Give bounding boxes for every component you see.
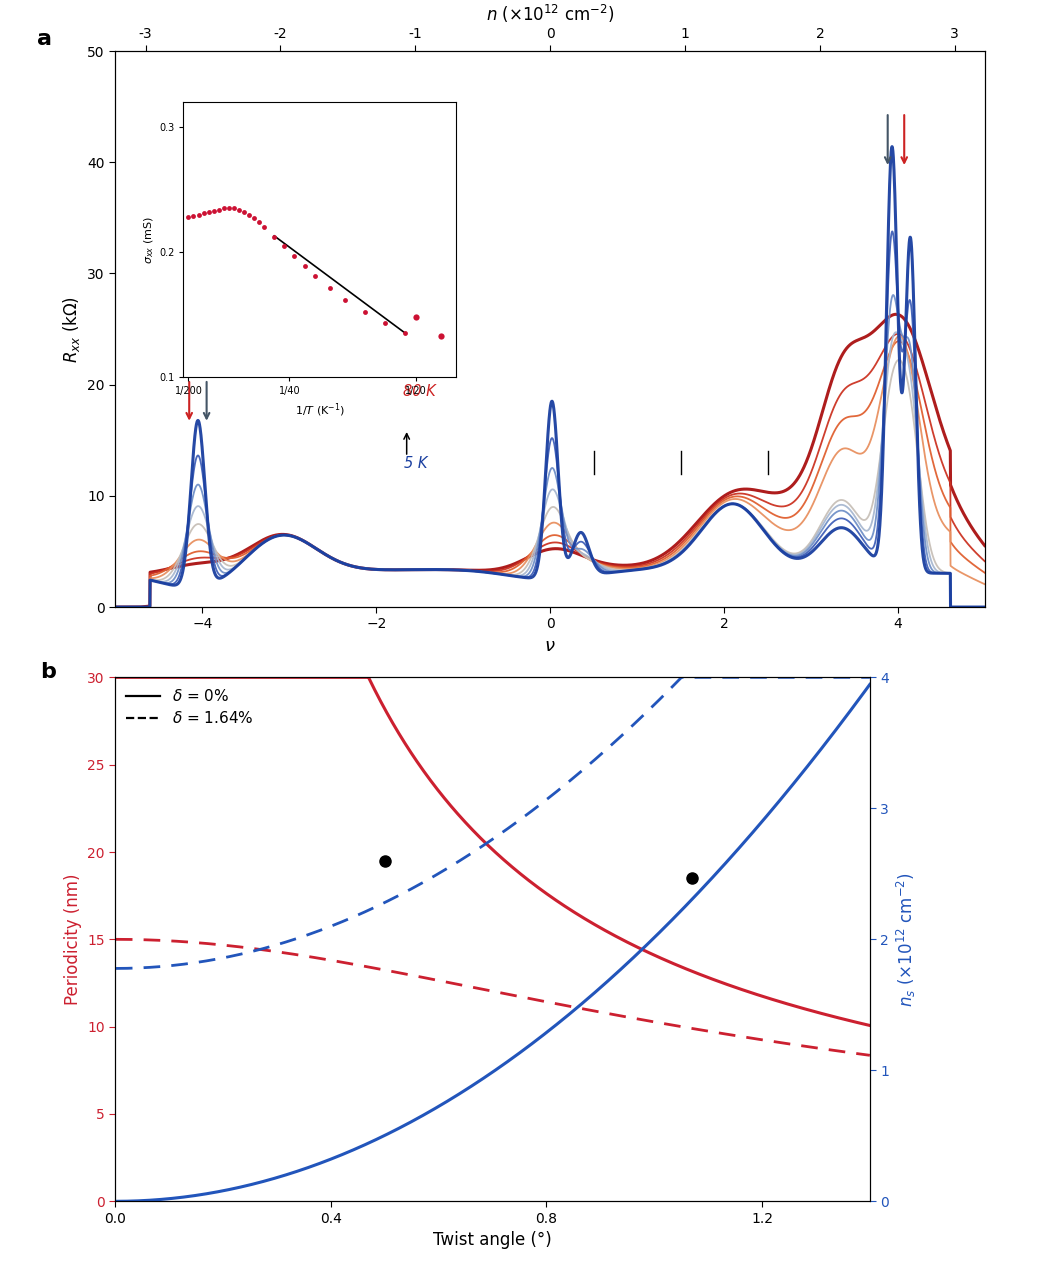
Text: b: b [40,662,56,681]
X-axis label: $1/T$ (K$^{-1}$): $1/T$ (K$^{-1}$) [294,401,345,419]
Y-axis label: $n_s$ ($\times10^{12}$ cm$^{-2}$): $n_s$ ($\times10^{12}$ cm$^{-2}$) [895,872,918,1007]
Y-axis label: Periodicity (nm): Periodicity (nm) [64,874,82,1005]
Y-axis label: $\sigma_{xx}$ (mS): $\sigma_{xx}$ (mS) [143,216,156,263]
Legend: $\delta$ = 0%, $\delta$ = 1.64%: $\delta$ = 0%, $\delta$ = 1.64% [123,685,257,730]
Text: 80 K: 80 K [403,383,436,399]
X-axis label: Twist angle (°): Twist angle (°) [433,1231,552,1250]
X-axis label: $n$ ($\times10^{12}$ cm$^{-2}$): $n$ ($\times10^{12}$ cm$^{-2}$) [486,3,614,26]
Text: a: a [37,29,52,49]
Text: 5 K: 5 K [403,456,428,472]
X-axis label: $\nu$: $\nu$ [544,636,556,656]
Y-axis label: $R_{xx}$ (k$\Omega$): $R_{xx}$ (k$\Omega$) [61,295,82,363]
